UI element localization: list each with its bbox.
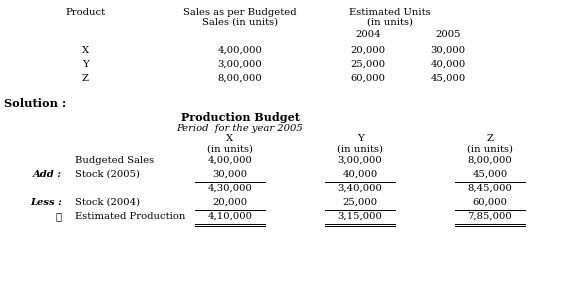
Text: 8,00,000: 8,00,000: [467, 156, 512, 165]
Text: 30,000: 30,000: [212, 170, 247, 179]
Text: Z: Z: [487, 134, 494, 143]
Text: X: X: [226, 134, 233, 143]
Text: Product: Product: [65, 8, 105, 17]
Text: 4,00,000: 4,00,000: [218, 46, 262, 55]
Text: 4,30,000: 4,30,000: [208, 184, 253, 193]
Text: 3,00,000: 3,00,000: [338, 156, 382, 165]
Text: 30,000: 30,000: [431, 46, 466, 55]
Text: 45,000: 45,000: [430, 74, 466, 83]
Text: 2005: 2005: [435, 30, 461, 39]
Text: X: X: [81, 46, 88, 55]
Text: Estimated Units: Estimated Units: [349, 8, 431, 17]
Text: Stock (2004): Stock (2004): [75, 198, 140, 207]
Text: Y: Y: [357, 134, 363, 143]
Text: 4,00,000: 4,00,000: [208, 156, 253, 165]
Text: 8,45,000: 8,45,000: [467, 184, 512, 193]
Text: Less :: Less :: [30, 198, 62, 207]
Text: 60,000: 60,000: [473, 198, 508, 207]
Text: 3,00,000: 3,00,000: [218, 60, 262, 69]
Text: 7,85,000: 7,85,000: [467, 212, 512, 221]
Text: 20,000: 20,000: [350, 46, 385, 55]
Text: 60,000: 60,000: [350, 74, 385, 83]
Text: 25,000: 25,000: [342, 198, 378, 207]
Text: Production Budget: Production Budget: [180, 112, 299, 123]
Text: (in units): (in units): [367, 18, 413, 27]
Text: 2004: 2004: [355, 30, 381, 39]
Text: 40,000: 40,000: [430, 60, 466, 69]
Text: 40,000: 40,000: [342, 170, 378, 179]
Text: Budgeted Sales: Budgeted Sales: [75, 156, 154, 165]
Text: Y: Y: [81, 60, 88, 69]
Text: (in units): (in units): [467, 145, 513, 154]
Text: Estimated Production: Estimated Production: [75, 212, 186, 221]
Text: Add :: Add :: [33, 170, 62, 179]
Text: Sales (in units): Sales (in units): [202, 18, 278, 27]
Text: 25,000: 25,000: [350, 60, 385, 69]
Text: 20,000: 20,000: [212, 198, 247, 207]
Text: Stock (2005): Stock (2005): [75, 170, 140, 179]
Text: 4,10,000: 4,10,000: [208, 212, 253, 221]
Text: Solution :: Solution :: [4, 98, 66, 109]
Text: 45,000: 45,000: [473, 170, 508, 179]
Text: (in units): (in units): [207, 145, 253, 154]
Text: Period  for the year 2005: Period for the year 2005: [176, 124, 303, 133]
Text: ∴: ∴: [56, 212, 62, 221]
Text: (in units): (in units): [337, 145, 383, 154]
Text: 3,40,000: 3,40,000: [338, 184, 382, 193]
Text: Sales as per Budgeted: Sales as per Budgeted: [183, 8, 297, 17]
Text: 3,15,000: 3,15,000: [338, 212, 382, 221]
Text: Z: Z: [81, 74, 88, 83]
Text: 8,00,000: 8,00,000: [218, 74, 262, 83]
